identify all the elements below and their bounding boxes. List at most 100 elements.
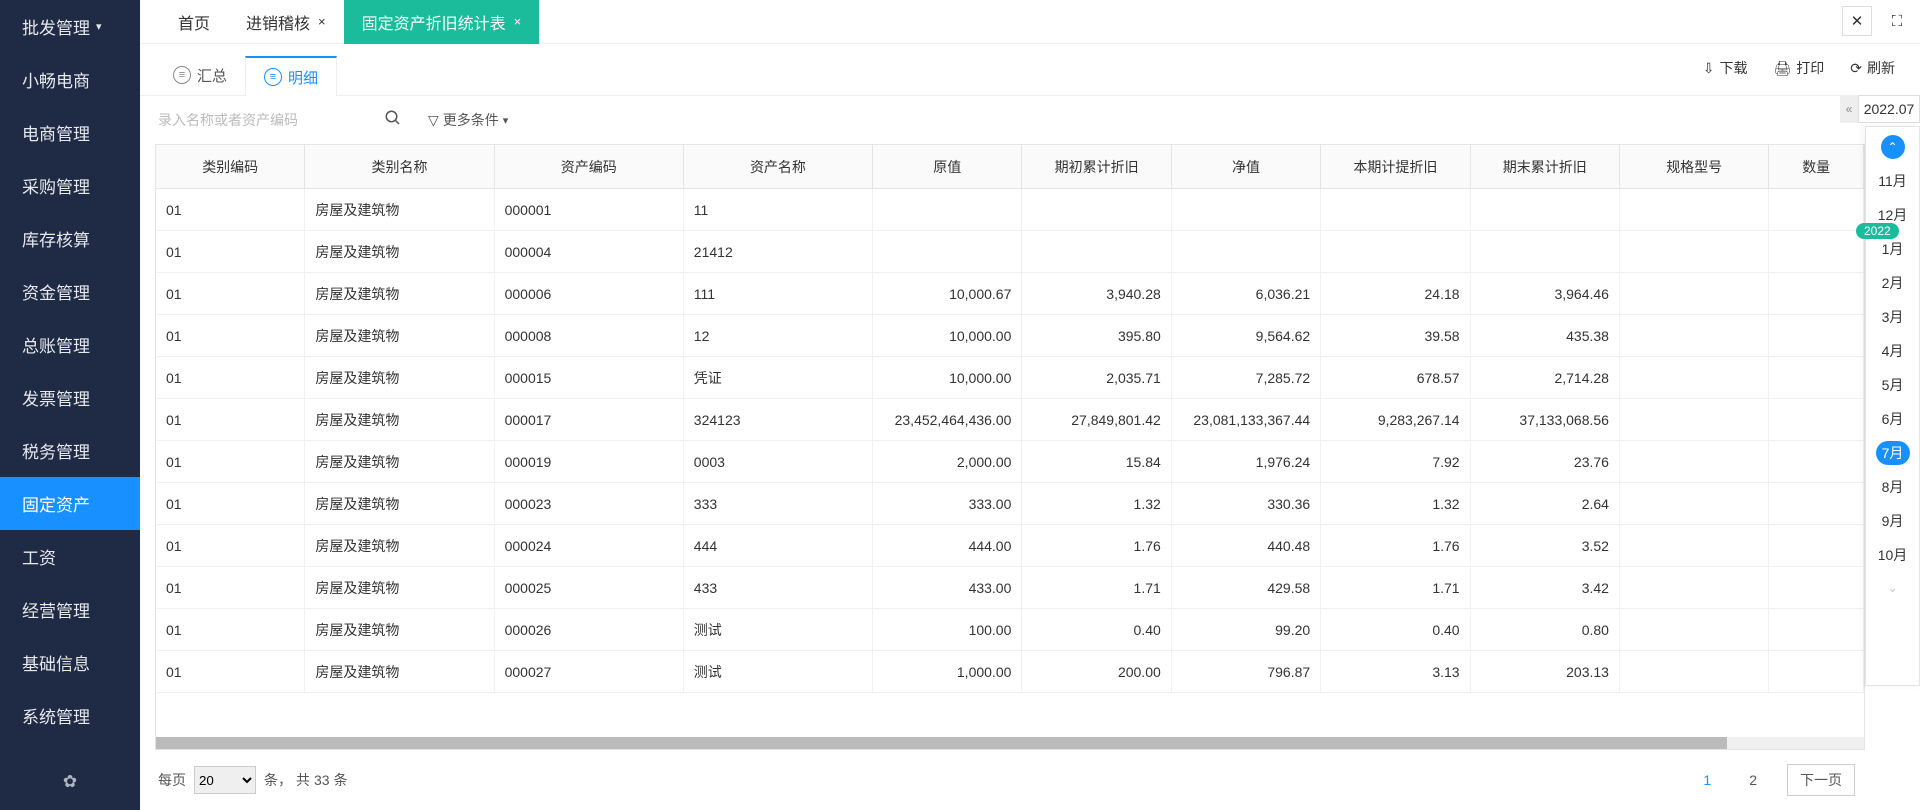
filter-icon: ▽ [428,112,439,129]
sidebar-item[interactable]: 批发管理▾ [0,0,140,53]
table-row[interactable]: 01房屋及建筑物000024444444.001.76440.481.763.5… [156,525,1864,567]
sidebar-item[interactable]: 固定资产 [0,477,140,530]
table-cell: 333 [684,483,873,524]
close-icon[interactable]: × [318,14,326,29]
table-cell: 3.52 [1471,525,1620,566]
table-cell: 444.00 [873,525,1022,566]
table-cell: 000015 [495,357,684,398]
rail-down-icon[interactable]: ⌄ [1887,579,1899,596]
tab[interactable]: 固定资产折旧统计表× [344,0,540,44]
table-cell [1769,609,1864,650]
sidebar-item[interactable]: 库存核算 [0,212,140,265]
table-cell: 2,714.28 [1471,357,1620,398]
hscroll-thumb[interactable] [156,737,1727,749]
table-row[interactable]: 01房屋及建筑物000026测试100.000.4099.200.400.80 [156,609,1864,651]
table-row[interactable]: 01房屋及建筑物000025433433.001.71429.581.713.4… [156,567,1864,609]
table-column-header[interactable]: 类别名称 [305,145,494,188]
table-column-header[interactable]: 数量 [1769,145,1864,188]
subtab[interactable]: ≡汇总 [155,55,245,95]
current-period-badge[interactable]: 2022.07 [1858,95,1920,123]
table-column-header[interactable]: 规格型号 [1620,145,1769,188]
table-column-header[interactable]: 资产编码 [495,145,684,188]
month-item[interactable]: 8月 [1876,475,1910,499]
table-cell: 21412 [684,231,873,272]
month-item[interactable]: 4月 [1876,339,1910,363]
table-row[interactable]: 01房屋及建筑物00000421412 [156,231,1864,273]
sidebar-item[interactable]: 基础信息 [0,636,140,689]
table-cell: 房屋及建筑物 [305,525,494,566]
per-page-select[interactable]: 20 [194,766,256,794]
close-icon[interactable]: ✕ [1842,6,1872,36]
table-row[interactable]: 01房屋及建筑物00000611110,000.673,940.286,036.… [156,273,1864,315]
month-item[interactable]: 9月 [1876,509,1910,533]
table-row[interactable]: 01房屋及建筑物0000081210,000.00395.809,564.623… [156,315,1864,357]
page-number[interactable]: 1 [1695,768,1719,792]
table-row[interactable]: 01房屋及建筑物000027测试1,000.00200.00796.873.13… [156,651,1864,693]
month-item[interactable]: 10月 [1876,543,1910,567]
sidebar-item[interactable]: 资金管理 [0,265,140,318]
table-cell [873,189,1022,230]
table-row[interactable]: 01房屋及建筑物000015凭证10,000.002,035.717,285.7… [156,357,1864,399]
table-cell [1620,315,1769,356]
rail-expand-icon[interactable]: « [1840,95,1858,123]
table-cell: 24.18 [1321,273,1470,314]
next-page-button[interactable]: 下一页 [1787,764,1855,796]
month-item[interactable]: 3月 [1876,305,1910,329]
table-cell [1620,273,1769,314]
close-icon[interactable]: × [514,14,522,29]
table-cell: 01 [156,651,305,692]
table-column-header[interactable]: 净值 [1172,145,1321,188]
table-row[interactable]: 01房屋及建筑物000023333333.001.32330.361.322.6… [156,483,1864,525]
table-column-header[interactable]: 本期计提折旧 [1321,145,1470,188]
table-cell: 01 [156,483,305,524]
horizontal-scrollbar[interactable] [156,737,1864,749]
table-column-header[interactable]: 原值 [873,145,1022,188]
search-input[interactable] [158,105,368,135]
subtab[interactable]: ≡明细 [245,56,337,96]
table-cell: 房屋及建筑物 [305,189,494,230]
table-cell: 395.80 [1022,315,1171,356]
month-item[interactable]: 1月 [1876,237,1910,261]
sidebar-item[interactable]: 系统管理 [0,689,140,742]
table-cell: 房屋及建筑物 [305,315,494,356]
sidebar-item[interactable]: 税务管理 [0,424,140,477]
table-cell: 10,000.00 [873,357,1022,398]
table-row[interactable]: 01房屋及建筑物00000111 [156,189,1864,231]
table-cell [1321,189,1470,230]
month-item[interactable]: 2月 [1876,271,1910,295]
table-row[interactable]: 01房屋及建筑物00001732412323,452,464,436.0027,… [156,399,1864,441]
search-icon[interactable] [384,109,402,132]
table-column-header[interactable]: 类别编码 [156,145,305,188]
tab[interactable]: 首页 [160,0,228,44]
table-cell: 2,035.71 [1022,357,1171,398]
page-number[interactable]: 2 [1741,768,1765,792]
table-cell: 01 [156,231,305,272]
sidebar-item[interactable]: 总账管理 [0,318,140,371]
sidebar-item[interactable]: 采购管理 [0,159,140,212]
table-cell: 2,000.00 [873,441,1022,482]
sidebar-item[interactable]: 小畅电商 [0,53,140,106]
table-cell: 01 [156,525,305,566]
sidebar-item[interactable]: 经营管理 [0,583,140,636]
table-column-header[interactable]: 资产名称 [684,145,873,188]
table-row[interactable]: 01房屋及建筑物00001900032,000.0015.841,976.247… [156,441,1864,483]
month-item[interactable]: 5月 [1876,373,1910,397]
more-filter-button[interactable]: ▽ 更多条件 ▾ [428,110,508,130]
print-button[interactable]: 🖨打印 [1773,58,1824,78]
refresh-icon: ⟳ [1850,60,1862,77]
tab[interactable]: 进销稽核× [228,0,344,44]
rail-up-icon[interactable]: ⌃ [1881,135,1905,159]
table-column-header[interactable]: 期初累计折旧 [1022,145,1171,188]
table-column-header[interactable]: 期末累计折旧 [1471,145,1620,188]
month-item[interactable]: 6月 [1876,407,1910,431]
sidebar-item[interactable]: 发票管理 [0,371,140,424]
month-item[interactable]: 7月 [1876,441,1910,465]
sidebar-item[interactable]: 电商管理 [0,106,140,159]
tabs-bar: 首页进销稽核×固定资产折旧统计表× ✕ ⛶ [140,0,1920,44]
refresh-button[interactable]: ⟳刷新 [1850,58,1895,78]
sidebar-item[interactable]: 工资 [0,530,140,583]
download-button[interactable]: ⇩下载 [1703,58,1748,78]
month-item[interactable]: 11月 [1876,169,1910,193]
fullscreen-icon[interactable]: ⛶ [1882,6,1912,36]
gear-icon[interactable]: ✿ [0,764,140,800]
